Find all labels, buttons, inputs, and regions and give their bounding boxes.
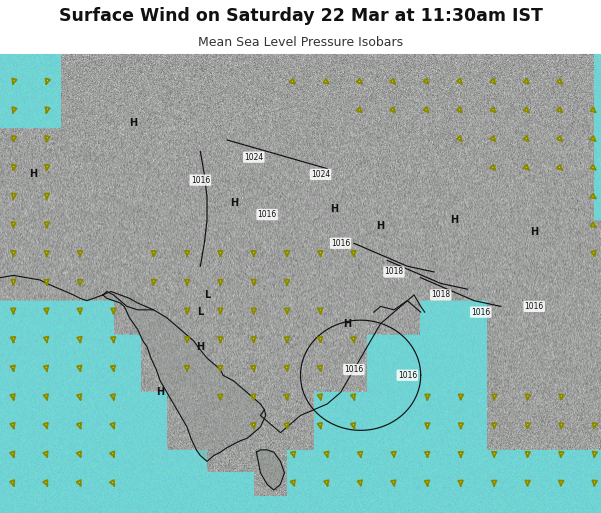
Text: Mean Sea Level Pressure Isobars: Mean Sea Level Pressure Isobars xyxy=(198,35,403,49)
Text: L: L xyxy=(204,290,210,300)
Text: H: H xyxy=(129,118,138,128)
Text: 1016: 1016 xyxy=(331,239,350,248)
Text: Surface Wind on Saturday 22 Mar at 11:30am IST: Surface Wind on Saturday 22 Mar at 11:30… xyxy=(58,7,543,25)
Text: H: H xyxy=(230,198,238,208)
Text: 1018: 1018 xyxy=(431,290,450,300)
Text: 1024: 1024 xyxy=(244,153,263,162)
Text: 1016: 1016 xyxy=(471,308,490,317)
Text: 1024: 1024 xyxy=(311,170,330,179)
Text: 1016: 1016 xyxy=(344,365,364,374)
Text: H: H xyxy=(156,387,164,398)
Text: L: L xyxy=(197,307,204,317)
Text: 1016: 1016 xyxy=(398,371,417,380)
Text: H: H xyxy=(29,169,37,180)
Text: H: H xyxy=(530,227,538,237)
Text: H: H xyxy=(343,319,352,329)
Text: 1018: 1018 xyxy=(385,267,403,277)
Polygon shape xyxy=(103,291,266,461)
Text: 1016: 1016 xyxy=(257,210,276,219)
Text: 1016: 1016 xyxy=(525,302,544,311)
Text: H: H xyxy=(377,221,385,231)
Text: H: H xyxy=(197,342,204,351)
Text: H: H xyxy=(330,204,338,214)
Text: H: H xyxy=(450,215,458,225)
Text: 1016: 1016 xyxy=(191,175,210,185)
Polygon shape xyxy=(257,450,284,490)
